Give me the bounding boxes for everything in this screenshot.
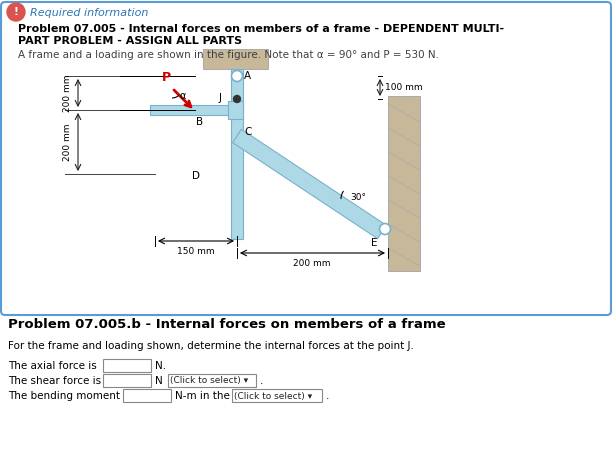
Text: B: B <box>196 117 203 127</box>
Text: The shear force is: The shear force is <box>8 376 101 386</box>
FancyBboxPatch shape <box>1 2 611 315</box>
Circle shape <box>233 95 241 103</box>
Text: .: . <box>260 376 263 386</box>
Text: 200 mm: 200 mm <box>63 123 72 161</box>
Bar <box>231 69 243 239</box>
Text: (Click to select) ▾: (Click to select) ▾ <box>234 391 312 400</box>
Text: 30°: 30° <box>350 193 366 202</box>
Text: 150 mm: 150 mm <box>177 247 215 256</box>
Text: 100 mm: 100 mm <box>385 84 422 93</box>
Text: N: N <box>155 376 163 386</box>
Text: P: P <box>161 71 171 84</box>
Text: (Click to select) ▾: (Click to select) ▾ <box>170 376 248 385</box>
Text: α: α <box>180 91 187 101</box>
Circle shape <box>231 70 243 82</box>
Circle shape <box>379 223 391 235</box>
Text: D: D <box>192 171 200 181</box>
Text: The bending moment is: The bending moment is <box>8 391 132 401</box>
FancyBboxPatch shape <box>232 389 322 402</box>
Text: PART PROBLEM - ASSIGN ALL PARTS: PART PROBLEM - ASSIGN ALL PARTS <box>18 36 242 46</box>
Text: Problem 07.005 - Internal forces on members of a frame - DEPENDENT MULTI-: Problem 07.005 - Internal forces on memb… <box>18 24 504 34</box>
Bar <box>150 105 240 115</box>
Text: 200 mm: 200 mm <box>293 259 331 268</box>
Text: The axial force is: The axial force is <box>8 361 97 371</box>
FancyBboxPatch shape <box>103 374 151 387</box>
Text: Problem 07.005.b - Internal forces on members of a frame: Problem 07.005.b - Internal forces on me… <box>8 319 446 331</box>
Text: N.: N. <box>155 361 166 371</box>
Text: A frame and a loading are shown in the figure. Note that α = 90° and P = 530 N.: A frame and a loading are shown in the f… <box>18 50 439 60</box>
Text: Required information: Required information <box>30 8 149 18</box>
Text: C: C <box>244 127 251 137</box>
Circle shape <box>7 3 25 21</box>
Text: !: ! <box>14 7 18 17</box>
Text: 200 mm: 200 mm <box>63 74 72 112</box>
Bar <box>388 96 420 271</box>
Text: For the frame and loading shown, determine the internal forces at the point J.: For the frame and loading shown, determi… <box>8 341 414 351</box>
Text: E: E <box>371 238 377 248</box>
Text: A: A <box>244 71 251 81</box>
Polygon shape <box>233 129 386 239</box>
FancyBboxPatch shape <box>103 359 151 372</box>
FancyBboxPatch shape <box>123 389 171 402</box>
Text: J: J <box>219 93 222 103</box>
Bar <box>228 101 243 119</box>
Bar <box>203 49 268 69</box>
FancyBboxPatch shape <box>168 374 256 387</box>
Text: .: . <box>326 391 329 401</box>
Text: N-m in the: N-m in the <box>175 391 230 401</box>
